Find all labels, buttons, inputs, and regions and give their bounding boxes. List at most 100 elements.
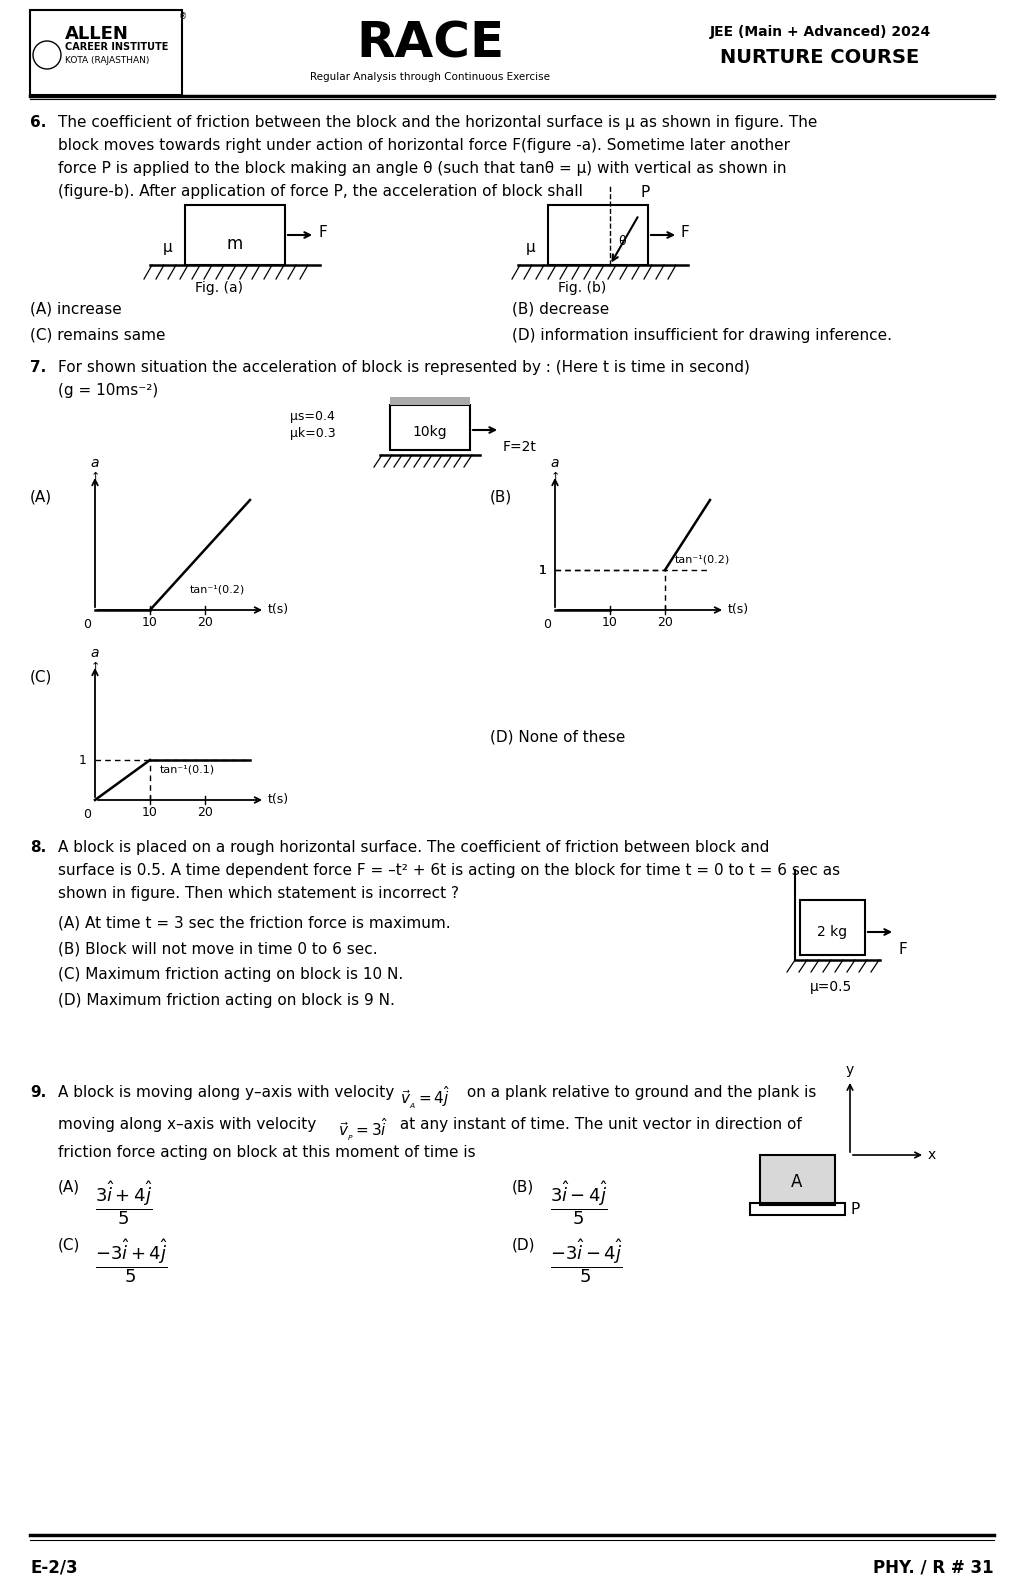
- Bar: [548, 205, 648, 265]
- Text: NURTURE COURSE: NURTURE COURSE: [720, 47, 920, 66]
- Text: 2 kg: 2 kg: [817, 926, 847, 938]
- Text: F: F: [318, 226, 327, 240]
- Text: m: m: [227, 235, 243, 252]
- Text: 0: 0: [83, 807, 91, 822]
- Text: E-2/3: E-2/3: [30, 1558, 78, 1575]
- Text: 1: 1: [79, 754, 87, 766]
- Text: 10: 10: [142, 806, 158, 818]
- Text: For shown situation the acceleration of block is represented by : (Here t is tim: For shown situation the acceleration of …: [58, 360, 750, 375]
- Text: (B) decrease: (B) decrease: [512, 303, 609, 317]
- Text: ↑: ↑: [90, 472, 99, 483]
- Text: at any instant of time. The unit vector in direction of: at any instant of time. The unit vector …: [395, 1117, 802, 1132]
- Text: CAREER INSTITUTE: CAREER INSTITUTE: [65, 43, 168, 52]
- Text: $\dfrac{3\hat{i}+4\hat{j}}{5}$: $\dfrac{3\hat{i}+4\hat{j}}{5}$: [95, 1180, 153, 1227]
- Text: ↑: ↑: [90, 662, 99, 672]
- Text: (A) increase: (A) increase: [30, 303, 122, 317]
- Text: 10kg: 10kg: [413, 424, 447, 438]
- Text: y: y: [846, 1063, 854, 1077]
- Text: ALLEN: ALLEN: [65, 25, 129, 43]
- Text: PHY. / R # 31: PHY. / R # 31: [873, 1558, 994, 1575]
- Text: The coefficient of friction between the block and the horizontal surface is μ as: The coefficient of friction between the …: [58, 115, 817, 129]
- Text: 1: 1: [539, 563, 547, 577]
- Text: (D) information insufficient for drawing inference.: (D) information insufficient for drawing…: [512, 328, 892, 344]
- Bar: [760, 1154, 835, 1205]
- Text: (A): (A): [30, 490, 52, 505]
- Text: 9.: 9.: [30, 1085, 46, 1101]
- Bar: [390, 405, 470, 449]
- Text: Regular Analysis through Continuous Exercise: Regular Analysis through Continuous Exer…: [310, 73, 550, 82]
- Text: (A): (A): [58, 1180, 80, 1195]
- Bar: [800, 900, 865, 956]
- Text: (B): (B): [490, 490, 512, 505]
- Text: (D) Maximum friction acting on block is 9 N.: (D) Maximum friction acting on block is …: [58, 994, 395, 1008]
- Text: (B) Block will not move in time 0 to 6 sec.: (B) Block will not move in time 0 to 6 s…: [58, 941, 378, 956]
- Text: Fig. (b): Fig. (b): [558, 281, 606, 295]
- Text: a: a: [91, 647, 99, 661]
- Text: $\dfrac{-3\hat{i}-4\hat{j}}{5}$: $\dfrac{-3\hat{i}-4\hat{j}}{5}$: [550, 1238, 623, 1285]
- Text: force P is applied to the block making an angle θ (such that tanθ = μ) with vert: force P is applied to the block making a…: [58, 161, 786, 177]
- Text: F: F: [898, 941, 906, 957]
- Text: F: F: [681, 226, 690, 240]
- Text: (B): (B): [512, 1180, 535, 1195]
- Text: μk=0.3: μk=0.3: [290, 427, 336, 440]
- Text: (C): (C): [30, 670, 52, 684]
- Text: tan⁻¹(0.2): tan⁻¹(0.2): [190, 585, 246, 595]
- Text: tan⁻¹(0.2): tan⁻¹(0.2): [675, 555, 730, 565]
- Text: (A) At time t = 3 sec the friction force is maximum.: (A) At time t = 3 sec the friction force…: [58, 915, 451, 930]
- Text: (figure-b). After application of force P, the acceleration of block shall: (figure-b). After application of force P…: [58, 185, 583, 199]
- Text: 10: 10: [602, 617, 617, 629]
- Text: μ: μ: [163, 240, 173, 255]
- Text: F=2t: F=2t: [503, 440, 537, 454]
- Text: A block is placed on a rough horizontal surface. The coefficient of friction bet: A block is placed on a rough horizontal …: [58, 841, 769, 855]
- Text: 20: 20: [657, 617, 673, 629]
- Text: ↑: ↑: [550, 472, 560, 483]
- Text: KOTA (RAJASTHAN): KOTA (RAJASTHAN): [65, 57, 150, 65]
- Text: P: P: [850, 1203, 859, 1217]
- Text: ®: ®: [179, 13, 187, 21]
- Text: 20: 20: [197, 806, 213, 818]
- Text: A: A: [792, 1173, 803, 1191]
- Bar: [30, 9, 182, 95]
- Text: x: x: [928, 1148, 936, 1162]
- Bar: [185, 205, 285, 265]
- Text: 20: 20: [197, 617, 213, 629]
- Text: $\vec{v}_{_A}=4\hat{j}$: $\vec{v}_{_A}=4\hat{j}$: [400, 1085, 451, 1112]
- Text: A block is moving along y–axis with velocity: A block is moving along y–axis with velo…: [58, 1085, 399, 1101]
- Bar: [750, 1203, 845, 1214]
- Text: tan⁻¹(0.1): tan⁻¹(0.1): [160, 765, 215, 774]
- Text: (C): (C): [58, 1238, 80, 1254]
- Text: 1: 1: [539, 563, 547, 577]
- Text: moving along x–axis with velocity: moving along x–axis with velocity: [58, 1117, 322, 1132]
- Text: μs=0.4: μs=0.4: [290, 410, 335, 423]
- Text: t(s): t(s): [268, 793, 289, 806]
- Text: t(s): t(s): [728, 604, 750, 617]
- Text: on a plank relative to ground and the plank is: on a plank relative to ground and the pl…: [462, 1085, 816, 1101]
- Text: friction force acting on block at this moment of time is: friction force acting on block at this m…: [58, 1145, 475, 1161]
- Text: Fig. (a): Fig. (a): [195, 281, 243, 295]
- Text: a: a: [551, 456, 559, 470]
- Bar: [390, 397, 470, 405]
- Text: 8.: 8.: [30, 841, 46, 855]
- Text: μ: μ: [526, 240, 536, 255]
- Text: (D): (D): [512, 1238, 536, 1254]
- Text: $\dfrac{3\hat{i}-4\hat{j}}{5}$: $\dfrac{3\hat{i}-4\hat{j}}{5}$: [550, 1180, 608, 1227]
- Text: surface is 0.5. A time dependent force F = –t² + 6t is acting on the block for t: surface is 0.5. A time dependent force F…: [58, 863, 840, 878]
- Text: 7.: 7.: [30, 360, 46, 375]
- Text: t(s): t(s): [268, 604, 289, 617]
- Text: RACE: RACE: [356, 21, 504, 68]
- Text: θ: θ: [618, 235, 626, 248]
- Text: 10: 10: [142, 617, 158, 629]
- Text: $\dfrac{-3\hat{i}+4\hat{j}}{5}$: $\dfrac{-3\hat{i}+4\hat{j}}{5}$: [95, 1238, 168, 1285]
- Text: $\vec{v}_{_P}=3\hat{i}$: $\vec{v}_{_P}=3\hat{i}$: [338, 1117, 388, 1143]
- Text: P: P: [641, 185, 650, 200]
- Text: block moves towards right under action of horizontal force F(figure -a). Sometim: block moves towards right under action o…: [58, 139, 790, 153]
- Text: μ=0.5: μ=0.5: [810, 979, 852, 994]
- Text: (C) remains same: (C) remains same: [30, 328, 166, 344]
- Text: JEE (Main + Advanced) 2024: JEE (Main + Advanced) 2024: [710, 25, 931, 39]
- Text: shown in figure. Then which statement is incorrect ?: shown in figure. Then which statement is…: [58, 886, 459, 900]
- Text: 6.: 6.: [30, 115, 46, 129]
- Text: 0: 0: [83, 618, 91, 631]
- Text: a: a: [91, 456, 99, 470]
- Text: (D) None of these: (D) None of these: [490, 730, 626, 744]
- Text: 0: 0: [543, 618, 551, 631]
